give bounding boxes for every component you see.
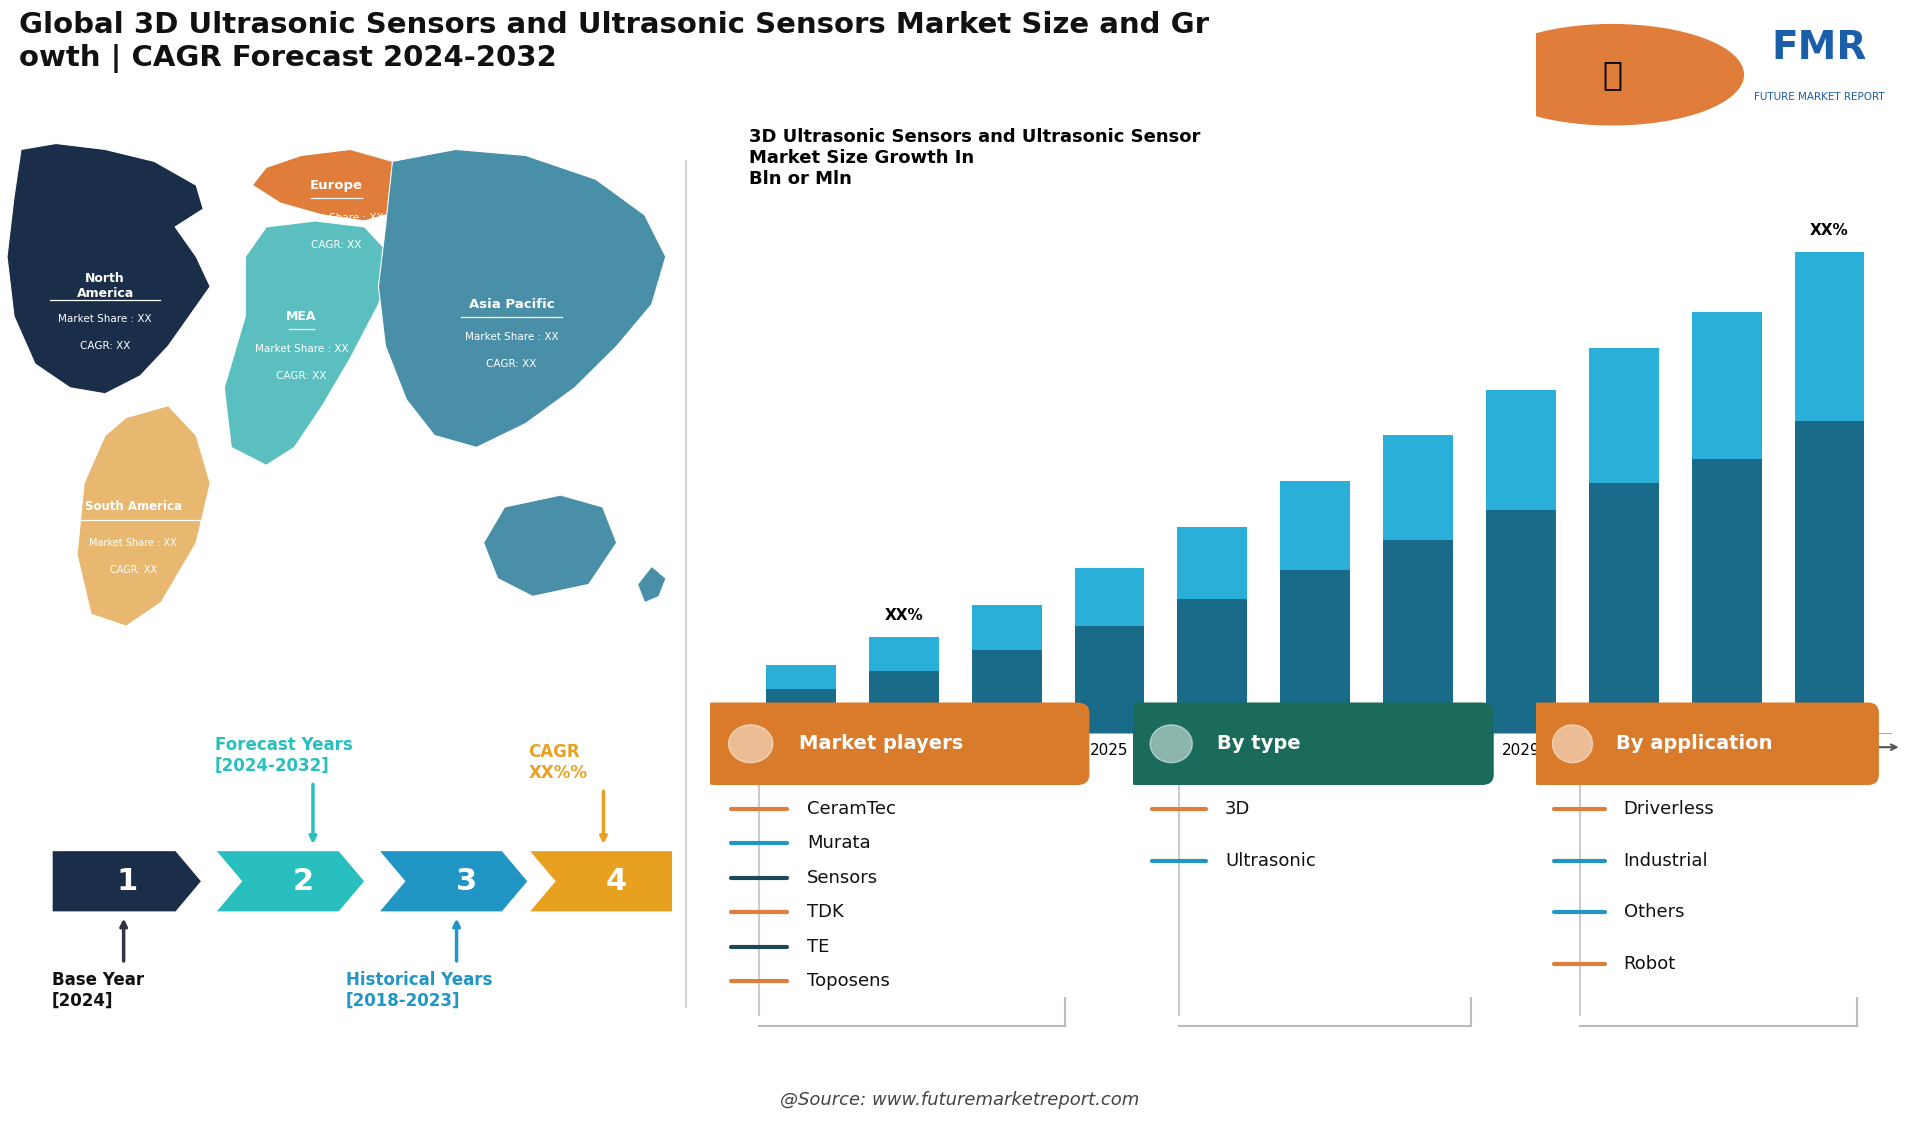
Bar (1795, 421, 1864, 733)
Text: South America: South America (84, 501, 182, 513)
Polygon shape (8, 143, 211, 394)
Text: Ultrasonic: Ultrasonic (1225, 851, 1315, 870)
Text: Market players: Market players (799, 735, 964, 753)
Text: Historical Years
[2018-2023]: Historical Years [2018-2023] (346, 971, 492, 1010)
Text: TE: TE (806, 937, 829, 956)
Bar (1281, 481, 1350, 570)
Polygon shape (52, 850, 202, 912)
Text: 🔭: 🔭 (1601, 58, 1622, 92)
Bar (1177, 527, 1248, 599)
Text: Sensors: Sensors (806, 869, 877, 887)
Text: FMR: FMR (1770, 30, 1866, 68)
Circle shape (1150, 725, 1192, 763)
Bar (1692, 460, 1763, 733)
Polygon shape (252, 149, 420, 221)
Text: Toposens: Toposens (806, 972, 891, 990)
Text: By type: By type (1217, 735, 1302, 753)
Polygon shape (225, 221, 392, 465)
Polygon shape (215, 850, 365, 912)
Bar (972, 650, 1041, 733)
Bar (972, 605, 1041, 650)
Polygon shape (378, 850, 528, 912)
Text: MEA: MEA (286, 309, 317, 323)
Text: CAGR: XX: CAGR: XX (311, 240, 361, 250)
Text: CAGR: XX: CAGR: XX (486, 359, 538, 369)
Polygon shape (77, 406, 211, 626)
Text: 3D Ultrasonic Sensors and Ultrasonic Sensor
Market Size Growth In
Bln or Mln: 3D Ultrasonic Sensors and Ultrasonic Sen… (749, 128, 1200, 188)
Text: North
America: North America (77, 273, 134, 300)
Text: Market Share : XX: Market Share : XX (290, 213, 384, 223)
Text: CAGR: XX: CAGR: XX (81, 342, 131, 351)
Text: 1: 1 (117, 866, 138, 896)
Bar (1382, 435, 1453, 540)
Bar (766, 665, 835, 689)
Text: XX%: XX% (1811, 223, 1849, 238)
Bar (1795, 252, 1864, 421)
Text: CAGR: XX: CAGR: XX (109, 565, 157, 574)
Text: Market Share : XX: Market Share : XX (58, 314, 152, 324)
Text: Base Year
[2024]: Base Year [2024] (52, 971, 144, 1010)
Text: CAGR: XX: CAGR: XX (276, 371, 326, 380)
Bar (1177, 599, 1248, 733)
Text: XX%: XX% (885, 609, 924, 623)
Circle shape (1480, 25, 1743, 125)
Bar (1590, 348, 1659, 484)
Bar (868, 637, 939, 670)
Polygon shape (378, 149, 666, 447)
Text: CAGR
XX%%: CAGR XX%% (528, 743, 588, 782)
Text: Murata: Murata (806, 834, 872, 853)
Bar (1692, 312, 1763, 460)
Text: 4: 4 (607, 866, 628, 896)
Circle shape (728, 725, 774, 763)
Bar (1382, 540, 1453, 733)
Text: Europe: Europe (309, 179, 363, 191)
Bar (1281, 570, 1350, 733)
Text: Market Share : XX: Market Share : XX (90, 537, 177, 548)
Text: Market Share : XX: Market Share : XX (255, 344, 348, 354)
Text: 2: 2 (292, 866, 313, 896)
Polygon shape (528, 850, 678, 912)
Text: FUTURE MARKET REPORT: FUTURE MARKET REPORT (1753, 92, 1884, 102)
FancyBboxPatch shape (1528, 702, 1880, 785)
Bar (766, 689, 835, 733)
Text: TDK: TDK (806, 903, 845, 921)
Bar (1075, 568, 1144, 626)
Text: 3D: 3D (1225, 800, 1250, 818)
Text: Others: Others (1624, 903, 1684, 921)
Text: Forecast Years
[2024-2032]: Forecast Years [2024-2032] (215, 736, 353, 775)
Text: Industrial: Industrial (1624, 851, 1709, 870)
Text: Market Share : XX: Market Share : XX (465, 332, 559, 343)
Bar (1486, 510, 1555, 733)
Bar (1590, 484, 1659, 733)
Circle shape (1553, 725, 1592, 763)
Text: Asia Pacific: Asia Pacific (468, 298, 555, 311)
Text: By application: By application (1617, 735, 1772, 753)
Polygon shape (484, 495, 616, 596)
Text: 3: 3 (455, 866, 476, 896)
Text: Robot: Robot (1624, 955, 1676, 973)
Bar (1075, 626, 1144, 733)
Text: CeramTec: CeramTec (806, 800, 897, 818)
Polygon shape (637, 566, 666, 603)
Bar (1486, 390, 1555, 510)
Bar (868, 670, 939, 733)
FancyBboxPatch shape (1125, 702, 1494, 785)
Text: Global 3D Ultrasonic Sensors and Ultrasonic Sensors Market Size and Gr
owth | CA: Global 3D Ultrasonic Sensors and Ultraso… (19, 11, 1210, 73)
Text: @Source: www.futuremarketreport.com: @Source: www.futuremarketreport.com (780, 1091, 1140, 1109)
FancyBboxPatch shape (703, 702, 1089, 785)
Text: Driverless: Driverless (1624, 800, 1715, 818)
